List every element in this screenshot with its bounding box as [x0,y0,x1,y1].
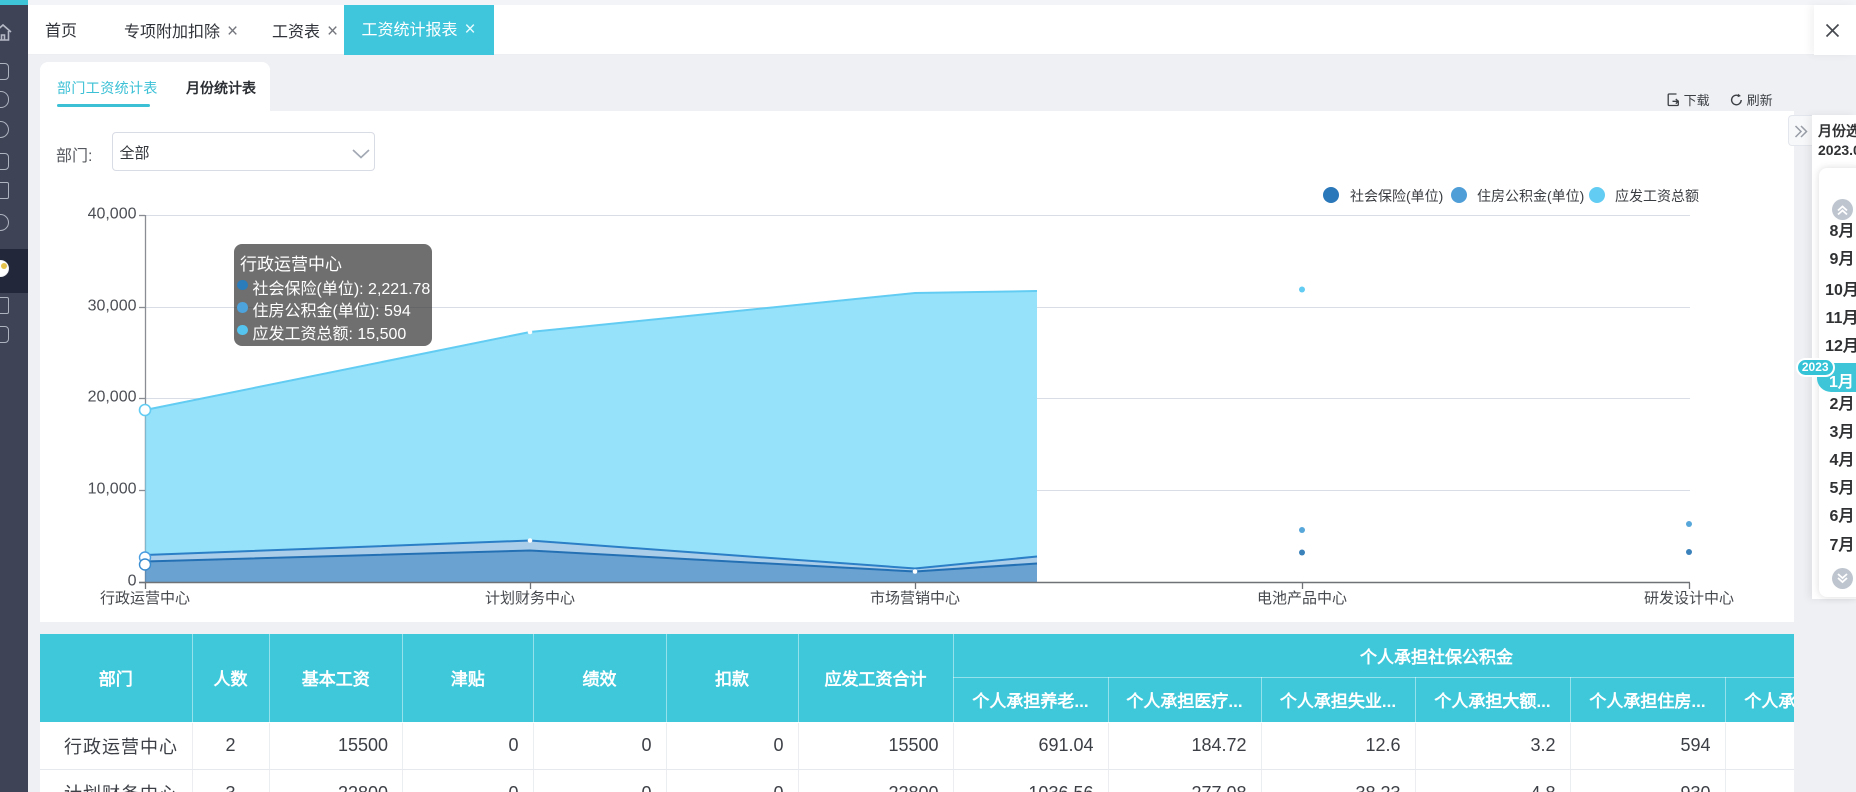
svg-text:0: 0 [128,573,137,590]
svg-text:行政运营中心: 行政运营中心 [100,590,190,607]
svg-text:研发设计中心: 研发设计中心 [1644,590,1734,607]
svg-text:10,000: 10,000 [88,481,137,498]
svg-text:30,000: 30,000 [88,298,137,315]
svg-text:市场营销中心: 市场营销中心 [870,590,960,607]
svg-text:电池产品中心: 电池产品中心 [1257,590,1347,607]
svg-text:40,000: 40,000 [88,206,137,223]
svg-text:计划财务中心: 计划财务中心 [485,590,575,607]
svg-text:20,000: 20,000 [88,389,137,406]
